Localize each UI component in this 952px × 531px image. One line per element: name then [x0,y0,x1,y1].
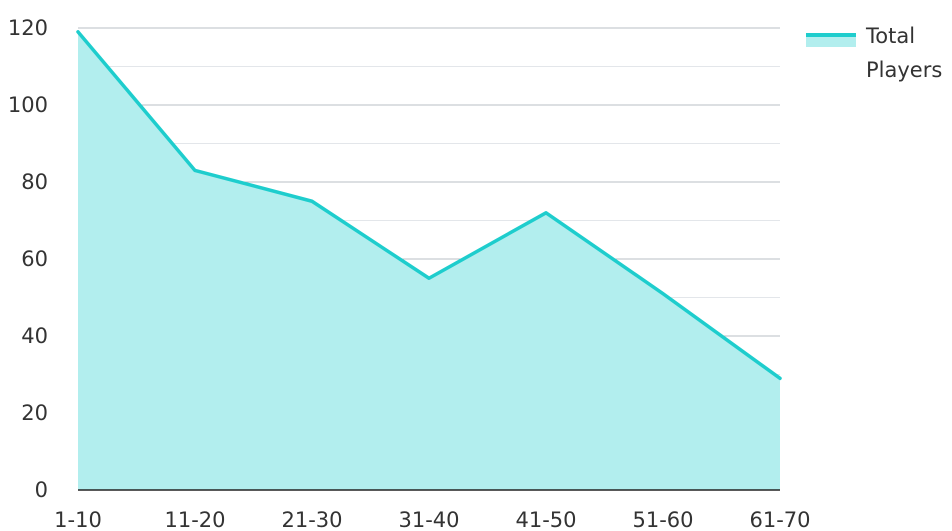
y-tick-labels: 0 20 40 60 80 100 120 [8,16,48,502]
x-tick-labels: 1-10 11-20 21-30 31-40 41-50 51-60 61-70 [54,508,810,531]
series-area-fill [78,31,780,490]
x-tick-label: 31-40 [398,508,459,531]
y-tick-label: 40 [21,324,48,348]
legend-swatch-line [806,33,856,37]
y-tick-label: 60 [21,247,48,271]
x-tick-label: 41-50 [515,508,576,531]
series-area-layer [76,30,782,490]
y-tick-label: 80 [21,170,48,194]
y-tick-label: 20 [21,401,48,425]
legend: Total Players [806,24,942,82]
y-tick-label: 120 [8,16,48,40]
x-tick-label: 1-10 [54,508,102,531]
legend-label-line1: Total [865,24,915,48]
y-tick-label: 100 [8,93,48,117]
x-tick-label: 11-20 [164,508,225,531]
x-tick-label: 61-70 [749,508,810,531]
y-tick-label: 0 [35,478,48,502]
legend-label-line2: Players [866,58,942,82]
x-tick-label: 51-60 [632,508,693,531]
x-tick-label: 21-30 [281,508,342,531]
